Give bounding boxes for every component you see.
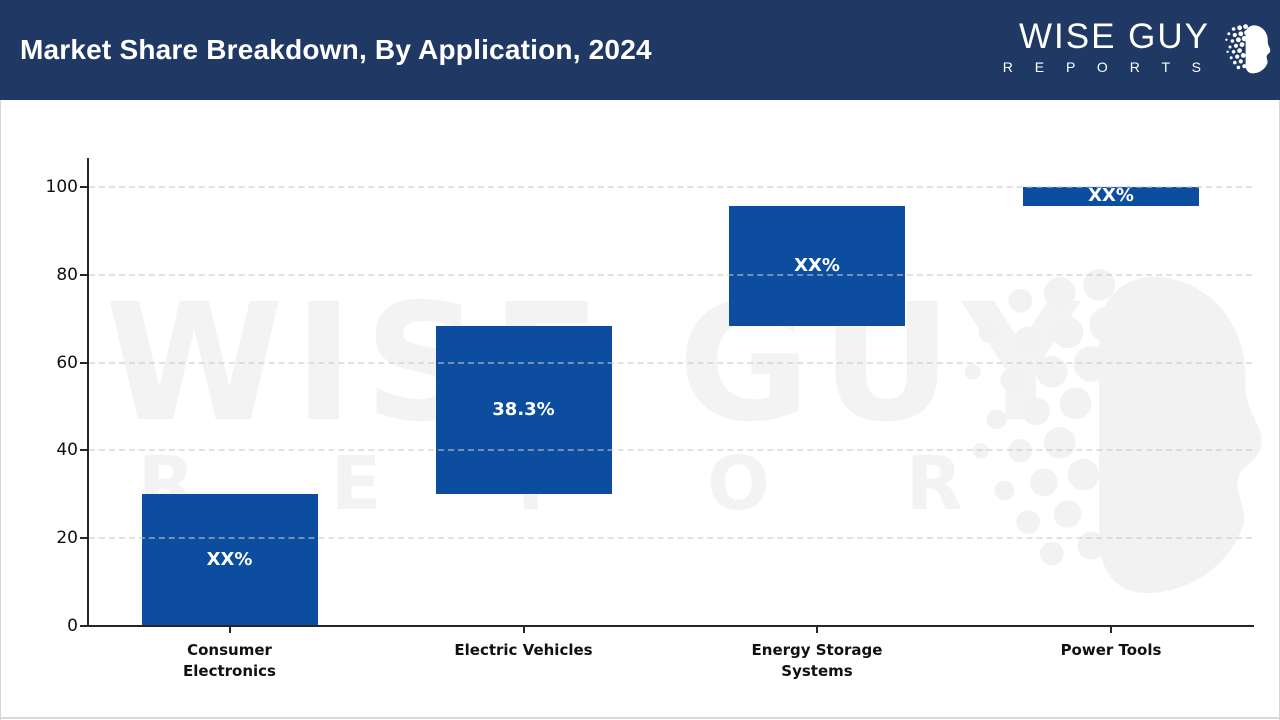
category-label-4: Power Tools: [1060, 641, 1162, 659]
gridline-40: [89, 449, 1252, 452]
y-tick-40: [80, 449, 87, 452]
bar-value-label-2: 38.3%: [492, 398, 555, 420]
gridline-60: [89, 361, 1252, 364]
x-tick-4: [1110, 627, 1112, 633]
x-tick-3: [816, 627, 818, 633]
bar-value-label-3: XX%: [794, 254, 840, 276]
bar-segment-4: XX%: [1023, 187, 1199, 206]
bar-value-label-1: XX%: [206, 548, 253, 570]
bar-segment-3: XX%: [729, 205, 905, 326]
y-tick-80: [80, 273, 87, 276]
frame-border-bottom: [0, 717, 1280, 719]
category-label-3: Energy Storage Systems: [751, 641, 883, 680]
y-tick-60: [80, 361, 87, 364]
x-tick-2: [522, 627, 525, 633]
brand-logo: WISE GUY R E P O R T S: [1002, 17, 1210, 75]
y-axis-line: [87, 158, 89, 627]
bar-segment-2: 38.3%: [435, 325, 612, 494]
page-title: Market Share Breakdown, By Application, …: [20, 34, 652, 65]
page-header: Market Share Breakdown, By Application, …: [0, 0, 1280, 100]
watermark-face-dots-graphic: [964, 269, 1262, 594]
y-tick-20: [80, 537, 87, 540]
gridline-20: [89, 537, 1252, 540]
y-tick-0: [80, 625, 87, 627]
x-tick-1: [228, 627, 231, 633]
category-label-2: Electric Vehicles: [454, 641, 593, 659]
brand-face-dots-icon: [1225, 24, 1271, 74]
category-label-1: Consumer Electronics: [183, 641, 276, 680]
bar-value-label-4: XX%: [1088, 185, 1134, 207]
gridline-100: [89, 186, 1252, 188]
y-tick-label-60: 60: [56, 352, 78, 373]
brand-logo-wiseguy-text: WISE GUY: [1018, 17, 1210, 56]
y-tick-100: [80, 186, 87, 188]
y-tick-label-0: 0: [67, 616, 78, 636]
gridline-80: [89, 273, 1252, 276]
y-tick-label-40: 40: [56, 440, 78, 461]
y-tick-label-80: 80: [56, 264, 78, 285]
y-tick-label-20: 20: [56, 528, 78, 549]
frame-border-left: [0, 100, 1, 720]
brand-logo-reports-text: R E P O R T S: [1002, 58, 1210, 75]
y-tick-label-100: 100: [45, 177, 78, 197]
bar-segment-1: XX%: [141, 493, 318, 626]
x-axis-line: [87, 625, 1254, 627]
